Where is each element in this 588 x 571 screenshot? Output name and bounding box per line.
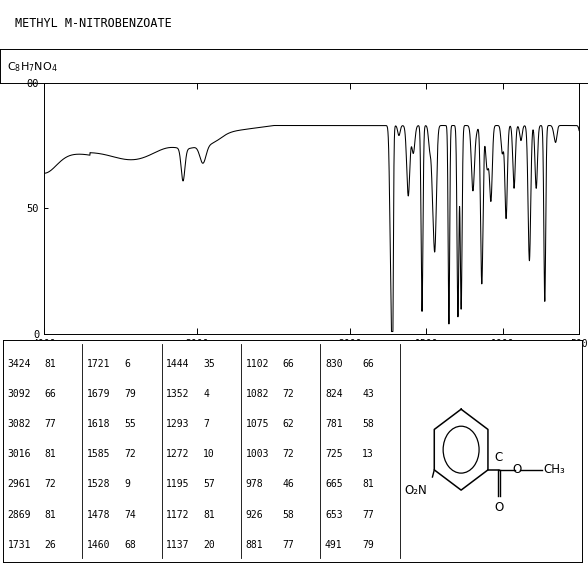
Text: 1082: 1082 [246, 389, 269, 399]
Text: 77: 77 [45, 419, 56, 429]
Text: 66: 66 [283, 359, 295, 369]
Text: 72: 72 [124, 449, 136, 460]
Text: 1618: 1618 [87, 419, 111, 429]
Text: 66: 66 [45, 389, 56, 399]
Text: 1293: 1293 [166, 419, 190, 429]
Text: 1172: 1172 [166, 509, 190, 520]
Text: O: O [513, 464, 522, 476]
Text: 74: 74 [124, 509, 136, 520]
Text: 1585: 1585 [87, 449, 111, 460]
Text: 43: 43 [362, 389, 374, 399]
Text: 10: 10 [203, 449, 215, 460]
Text: 978: 978 [246, 480, 263, 489]
Text: 2869: 2869 [8, 509, 31, 520]
Text: 1195: 1195 [166, 480, 190, 489]
Text: 62: 62 [283, 419, 295, 429]
Text: 7: 7 [203, 419, 209, 429]
Text: 725: 725 [325, 449, 343, 460]
Text: 926: 926 [246, 509, 263, 520]
Text: CH₃: CH₃ [543, 464, 565, 476]
Text: 79: 79 [362, 540, 374, 550]
Text: 58: 58 [283, 509, 295, 520]
Text: 81: 81 [45, 449, 56, 460]
Text: 72: 72 [45, 480, 56, 489]
Text: O: O [495, 501, 503, 514]
Text: 830: 830 [325, 359, 343, 369]
Text: 2961: 2961 [8, 480, 31, 489]
Text: 9: 9 [124, 480, 130, 489]
Text: 79: 79 [124, 389, 136, 399]
Text: 81: 81 [203, 509, 215, 520]
Text: 1102: 1102 [246, 359, 269, 369]
Text: 1528: 1528 [87, 480, 111, 489]
Text: 3092: 3092 [8, 389, 31, 399]
Text: 1731: 1731 [8, 540, 31, 550]
Text: 3424: 3424 [8, 359, 31, 369]
Text: 66: 66 [362, 359, 374, 369]
Text: 13: 13 [362, 449, 374, 460]
Text: C: C [495, 451, 503, 464]
X-axis label: WAVENUMBER(-1): WAVENUMBER(-1) [270, 350, 353, 360]
Text: 653: 653 [325, 509, 343, 520]
Text: 881: 881 [246, 540, 263, 550]
Text: METHYL M-NITROBENZOATE: METHYL M-NITROBENZOATE [15, 17, 172, 30]
Text: 4: 4 [203, 389, 209, 399]
Text: 1460: 1460 [87, 540, 111, 550]
Text: 81: 81 [45, 359, 56, 369]
Text: 665: 665 [325, 480, 343, 489]
Text: 1444: 1444 [166, 359, 190, 369]
Text: 46: 46 [283, 480, 295, 489]
Text: 824: 824 [325, 389, 343, 399]
Text: 3016: 3016 [8, 449, 31, 460]
Text: 68: 68 [124, 540, 136, 550]
Text: 35: 35 [203, 359, 215, 369]
Text: 81: 81 [362, 480, 374, 489]
Text: 72: 72 [283, 449, 295, 460]
Text: 1075: 1075 [246, 419, 269, 429]
Text: 1137: 1137 [166, 540, 190, 550]
Text: 1721: 1721 [87, 359, 111, 369]
Text: 6: 6 [124, 359, 130, 369]
Text: 72: 72 [283, 389, 295, 399]
Text: 81: 81 [45, 509, 56, 520]
Text: 1272: 1272 [166, 449, 190, 460]
Text: 1679: 1679 [87, 389, 111, 399]
Text: 26: 26 [45, 540, 56, 550]
Text: 491: 491 [325, 540, 343, 550]
Text: 1478: 1478 [87, 509, 111, 520]
Text: 3082: 3082 [8, 419, 31, 429]
Text: 55: 55 [124, 419, 136, 429]
Text: 77: 77 [283, 540, 295, 550]
Text: 57: 57 [203, 480, 215, 489]
Text: 58: 58 [362, 419, 374, 429]
Text: 77: 77 [362, 509, 374, 520]
Text: $\mathregular{C_8H_7NO_4}$: $\mathregular{C_8H_7NO_4}$ [7, 61, 58, 74]
Text: 1352: 1352 [166, 389, 190, 399]
Text: 781: 781 [325, 419, 343, 429]
Text: 1003: 1003 [246, 449, 269, 460]
Text: 20: 20 [203, 540, 215, 550]
Text: O₂N: O₂N [404, 484, 427, 497]
